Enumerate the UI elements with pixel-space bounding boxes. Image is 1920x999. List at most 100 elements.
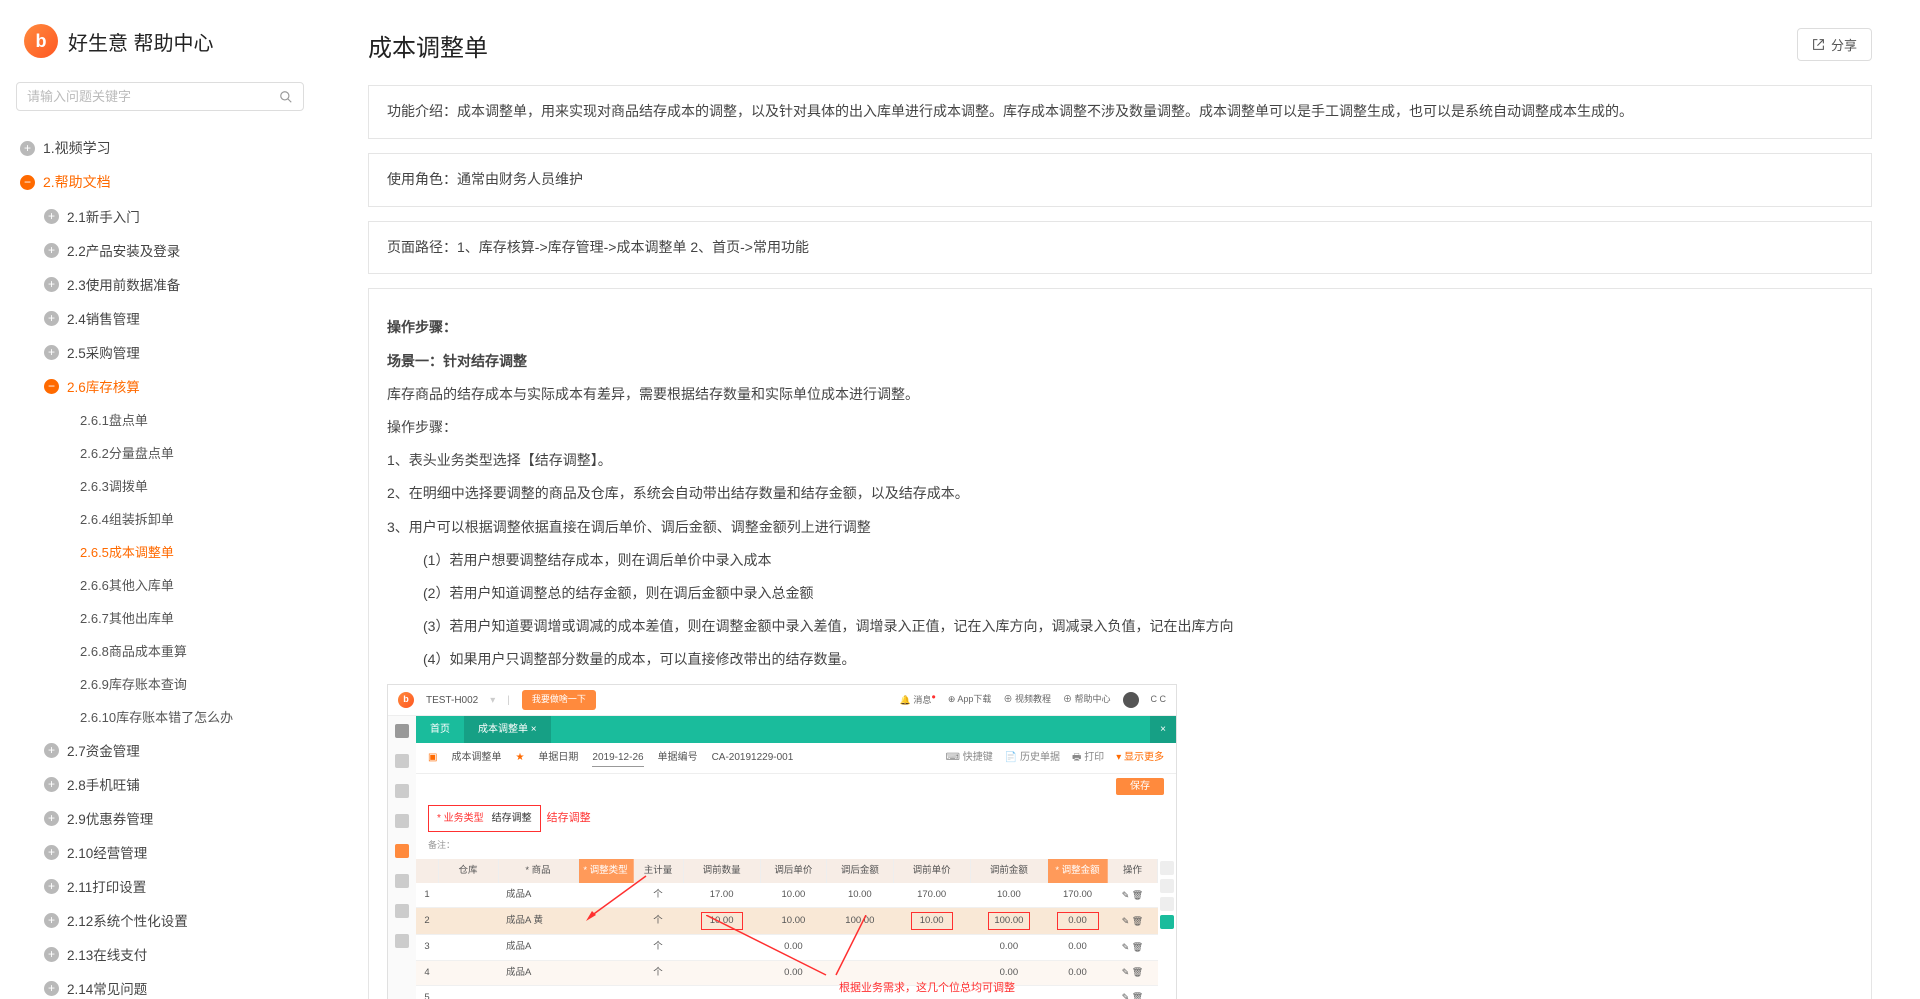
nav-item-2-5[interactable]: 2.5采购管理 bbox=[16, 335, 304, 369]
side-tool-icon[interactable] bbox=[1160, 861, 1174, 875]
nav-item-2-11[interactable]: 2.11打印设置 bbox=[16, 869, 304, 903]
main-content: 成本调整单 分享 功能介绍：成本调整单，用来实现对商品结存成本的调整，以及针对具… bbox=[320, 0, 1920, 999]
nav-label: 2.6.6其他入库单 bbox=[80, 575, 174, 594]
plus-icon bbox=[44, 311, 59, 326]
step-3a: (1）若用户想要调整结存成本，则在调后单价中录入成本 bbox=[387, 548, 1853, 573]
plus-icon bbox=[44, 743, 59, 758]
app-topbar: b TEST-H002 ▾ | 我要做啥一下 🔔 消息● ⊕ App下载 ⊕ 视… bbox=[388, 685, 1176, 715]
nav-sub-2-6-1[interactable]: 2.6.1盘点单 bbox=[16, 403, 304, 436]
rail-icon[interactable] bbox=[395, 874, 409, 888]
nav-label: 2.8手机旺铺 bbox=[67, 774, 140, 794]
th-qty-before: 调前数量 bbox=[683, 859, 760, 883]
nav-sub-2-6-10[interactable]: 2.6.10库存账本错了怎么办 bbox=[16, 700, 304, 733]
nav-label: 2.6.5成本调整单 bbox=[80, 542, 174, 561]
app-tabs: 首页 成本调整单 × × bbox=[416, 716, 1176, 743]
rail-icon[interactable] bbox=[395, 784, 409, 798]
nav-sub-2-6-7[interactable]: 2.6.7其他出库单 bbox=[16, 601, 304, 634]
th-amt-before: 调前金额 bbox=[970, 859, 1047, 883]
rail-icon[interactable] bbox=[395, 904, 409, 918]
app-screenshot: b TEST-H002 ▾ | 我要做啥一下 🔔 消息● ⊕ App下载 ⊕ 视… bbox=[387, 684, 1177, 999]
rail-icon[interactable] bbox=[395, 814, 409, 828]
nav-sub-2-6-2[interactable]: 2.6.2分量盘点单 bbox=[16, 436, 304, 469]
app-top-button[interactable]: 我要做啥一下 bbox=[522, 690, 596, 709]
th-amt-after: 调后金额 bbox=[827, 859, 893, 883]
share-label: 分享 bbox=[1831, 35, 1857, 54]
annotation-2: 根据业务需求，这几个位总均可调整 bbox=[736, 975, 1118, 999]
nav-label: 2.4销售管理 bbox=[67, 308, 140, 328]
action-print[interactable]: 🖶 打印 bbox=[1072, 749, 1104, 766]
nav-item-2-14[interactable]: 2.14常见问题 bbox=[16, 971, 304, 999]
side-tool-icon[interactable] bbox=[1160, 879, 1174, 893]
app-msg[interactable]: 🔔 消息● bbox=[900, 691, 936, 708]
code-label: 单据编号 bbox=[658, 749, 698, 766]
step-3c: (3）若用户知道要调增或调减的成本差值，则在调整金额中录入差值，调增录入正值，记… bbox=[387, 614, 1853, 639]
nav-label: 2.5采购管理 bbox=[67, 342, 140, 362]
rail-icon[interactable] bbox=[395, 754, 409, 768]
action-shortcut[interactable]: ⌨ 快捷键 bbox=[946, 749, 993, 766]
tab-close-all[interactable]: × bbox=[1150, 716, 1176, 743]
nav-item-2-1[interactable]: 2.1新手入门 bbox=[16, 199, 304, 233]
nav-item-2-6[interactable]: 2.6库存核算 bbox=[16, 369, 304, 403]
step-2: 2、在明细中选择要调整的商品及仓库，系统会自动带出结存数量和结存金额，以及结存成… bbox=[387, 481, 1853, 506]
nav-tree: 1.视频学习 2.帮助文档 2.1新手入门 2.2产品安装及登录 2.3使用前数… bbox=[16, 131, 304, 999]
rail-icon[interactable] bbox=[395, 934, 409, 948]
side-tool-icon[interactable] bbox=[1160, 915, 1174, 929]
side-tool-icon[interactable] bbox=[1160, 897, 1174, 911]
plus-icon bbox=[44, 277, 59, 292]
nav-sub-2-6-4[interactable]: 2.6.4组装拆卸单 bbox=[16, 502, 304, 535]
nav-label: 2.6.7其他出库单 bbox=[80, 608, 174, 627]
share-icon bbox=[1812, 38, 1825, 51]
action-more[interactable]: ▾ 显示更多 bbox=[1116, 749, 1164, 766]
nav-item-docs[interactable]: 2.帮助文档 bbox=[16, 165, 304, 199]
nav-sub-2-6-3[interactable]: 2.6.3调拨单 bbox=[16, 469, 304, 502]
nav-item-2-9[interactable]: 2.9优惠券管理 bbox=[16, 801, 304, 835]
nav-sub-2-6-5[interactable]: 2.6.5成本调整单 bbox=[16, 535, 304, 568]
nav-item-2-7[interactable]: 2.7资金管理 bbox=[16, 733, 304, 767]
save-button[interactable]: 保存 bbox=[1116, 778, 1164, 795]
avatar-icon[interactable] bbox=[1123, 692, 1139, 708]
plus-icon bbox=[44, 981, 59, 996]
nav-item-2-12[interactable]: 2.12系统个性化设置 bbox=[16, 903, 304, 937]
nav-item-2-2[interactable]: 2.2产品安装及登录 bbox=[16, 233, 304, 267]
plus-icon bbox=[44, 879, 59, 894]
share-button[interactable]: 分享 bbox=[1797, 28, 1872, 61]
nav-label: 2.帮助文档 bbox=[43, 172, 111, 192]
nav-item-2-8[interactable]: 2.8手机旺铺 bbox=[16, 767, 304, 801]
date-value[interactable]: 2019-12-26 bbox=[592, 749, 643, 767]
nav-item-2-3[interactable]: 2.3使用前数据准备 bbox=[16, 267, 304, 301]
date-label: 单据日期 bbox=[538, 749, 578, 766]
plus-icon bbox=[44, 777, 59, 792]
rail-home-icon[interactable] bbox=[395, 724, 409, 738]
nav-label: 2.13在线支付 bbox=[67, 944, 147, 964]
action-history[interactable]: 📄 历史单据 bbox=[1005, 749, 1060, 766]
app-menu-download[interactable]: ⊕ App下载 bbox=[948, 692, 992, 707]
plus-icon bbox=[44, 345, 59, 360]
biz-type-box[interactable]: * 业务类型 结存调整 bbox=[428, 805, 541, 832]
tab-cost-adjust[interactable]: 成本调整单 × bbox=[464, 716, 551, 743]
step-1: 1、表头业务类型选择【结存调整】。 bbox=[387, 448, 1853, 473]
nav-label: 2.14常见问题 bbox=[67, 978, 147, 998]
step-3d: (4）如果用户只调整部分数量的成本，可以直接修改带出的结存数量。 bbox=[387, 647, 1853, 672]
th-idx bbox=[416, 859, 438, 883]
search-box[interactable] bbox=[16, 82, 304, 111]
search-input[interactable] bbox=[27, 89, 279, 104]
nav-sub-2-6-6[interactable]: 2.6.6其他入库单 bbox=[16, 568, 304, 601]
nav-label: 2.6.9库存账本查询 bbox=[80, 674, 187, 693]
minus-icon bbox=[44, 379, 59, 394]
table-row[interactable]: 1成品A个17.0010.0010.00170.0010.00170.00✎ 🗑 bbox=[416, 883, 1158, 908]
intro-box: 功能介绍：成本调整单，用来实现对商品结存成本的调整，以及针对具体的出入库单进行成… bbox=[368, 85, 1872, 139]
path-box: 页面路径：1、库存核算->库存管理->成本调整单 2、首页->常用功能 bbox=[368, 221, 1872, 275]
tab-home[interactable]: 首页 bbox=[416, 716, 464, 743]
nav-sub-2-6-8[interactable]: 2.6.8商品成本重算 bbox=[16, 634, 304, 667]
brand: b 好生意 帮助中心 bbox=[16, 24, 304, 58]
app-menu-help[interactable]: ⊕ 帮助中心 bbox=[1063, 692, 1111, 707]
app-menu-video[interactable]: ⊕ 视频教程 bbox=[1003, 692, 1051, 707]
annotation-1: 结存调整 bbox=[547, 809, 591, 828]
nav-item-video[interactable]: 1.视频学习 bbox=[16, 131, 304, 165]
nav-item-2-13[interactable]: 2.13在线支付 bbox=[16, 937, 304, 971]
nav-item-2-4[interactable]: 2.4销售管理 bbox=[16, 301, 304, 335]
nav-item-2-10[interactable]: 2.10经营管理 bbox=[16, 835, 304, 869]
nav-sub-2-6-9[interactable]: 2.6.9库存账本查询 bbox=[16, 667, 304, 700]
rail-icon-active[interactable] bbox=[395, 844, 409, 858]
nav-label: 2.2产品安装及登录 bbox=[67, 240, 180, 260]
